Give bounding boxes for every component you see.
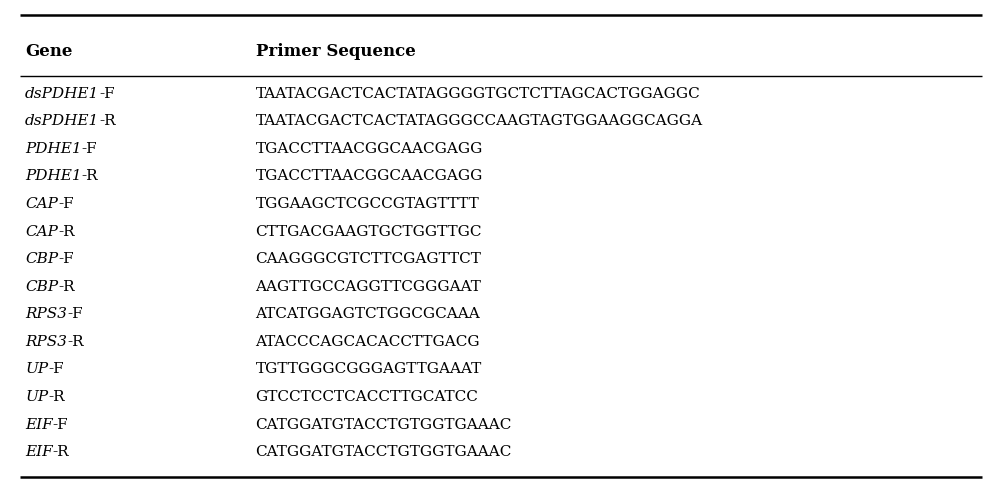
Text: CATGGATGTACCTGTGGTGAAAC: CATGGATGTACCTGTGGTGAAAC <box>256 418 512 431</box>
Text: TGACCTTAACGGCAACGAGG: TGACCTTAACGGCAACGAGG <box>256 142 483 156</box>
Text: Gene: Gene <box>25 43 72 60</box>
Text: ATACCCAGCACACCTTGACG: ATACCCAGCACACCTTGACG <box>256 335 480 349</box>
Text: RPS3: RPS3 <box>25 335 67 349</box>
Text: AAGTTGCCAGGTTCGGGAAT: AAGTTGCCAGGTTCGGGAAT <box>256 280 481 294</box>
Text: UP: UP <box>25 363 48 376</box>
Text: dsPDHE1: dsPDHE1 <box>25 87 99 101</box>
Text: dsPDHE1: dsPDHE1 <box>25 114 99 128</box>
Text: CBP: CBP <box>25 280 58 294</box>
Text: CATGGATGTACCTGTGGTGAAAC: CATGGATGTACCTGTGGTGAAAC <box>256 445 512 459</box>
Text: -R: -R <box>99 114 116 128</box>
Text: -F: -F <box>67 307 83 321</box>
Text: -R: -R <box>48 390 65 404</box>
Text: CBP: CBP <box>25 252 58 266</box>
Text: CAAGGGCGTCTTCGAGTTCT: CAAGGGCGTCTTCGAGTTCT <box>256 252 481 266</box>
Text: TAATACGACTCACTATAGGGCCAAGTAGTGGAAGGCAGGA: TAATACGACTCACTATAGGGCCAAGTAGTGGAAGGCAGGA <box>256 114 702 128</box>
Text: -F: -F <box>53 418 68 431</box>
Text: Primer Sequence: Primer Sequence <box>256 43 415 60</box>
Text: -F: -F <box>99 87 115 101</box>
Text: PDHE1: PDHE1 <box>25 142 82 156</box>
Text: -F: -F <box>58 197 73 211</box>
Text: RPS3: RPS3 <box>25 307 67 321</box>
Text: CTTGACGAAGTGCTGGTTGC: CTTGACGAAGTGCTGGTTGC <box>256 224 482 239</box>
Text: CAP: CAP <box>25 224 58 239</box>
Text: EIF: EIF <box>25 418 53 431</box>
Text: -R: -R <box>67 335 84 349</box>
Text: -R: -R <box>82 169 98 183</box>
Text: TGACCTTAACGGCAACGAGG: TGACCTTAACGGCAACGAGG <box>256 169 483 183</box>
Text: CAP: CAP <box>25 197 58 211</box>
Text: -R: -R <box>58 224 74 239</box>
Text: TGTTGGGCGGGAGTTGAAAT: TGTTGGGCGGGAGTTGAAAT <box>256 363 482 376</box>
Text: TAATACGACTCACTATAGGGGTGCTCTTAGCACTGGAGGC: TAATACGACTCACTATAGGGGTGCTCTTAGCACTGGAGGC <box>256 87 700 101</box>
Text: -F: -F <box>48 363 64 376</box>
Text: -R: -R <box>58 280 75 294</box>
Text: TGGAAGCTCGCCGTAGTTTT: TGGAAGCTCGCCGTAGTTTT <box>256 197 479 211</box>
Text: EIF: EIF <box>25 445 53 459</box>
Text: PDHE1: PDHE1 <box>25 169 82 183</box>
Text: GTCCTCCTCACCTTGCATCC: GTCCTCCTCACCTTGCATCC <box>256 390 478 404</box>
Text: -F: -F <box>58 252 74 266</box>
Text: UP: UP <box>25 390 48 404</box>
Text: -R: -R <box>53 445 69 459</box>
Text: -F: -F <box>82 142 97 156</box>
Text: ATCATGGAGTCTGGCGCAAA: ATCATGGAGTCTGGCGCAAA <box>256 307 480 321</box>
